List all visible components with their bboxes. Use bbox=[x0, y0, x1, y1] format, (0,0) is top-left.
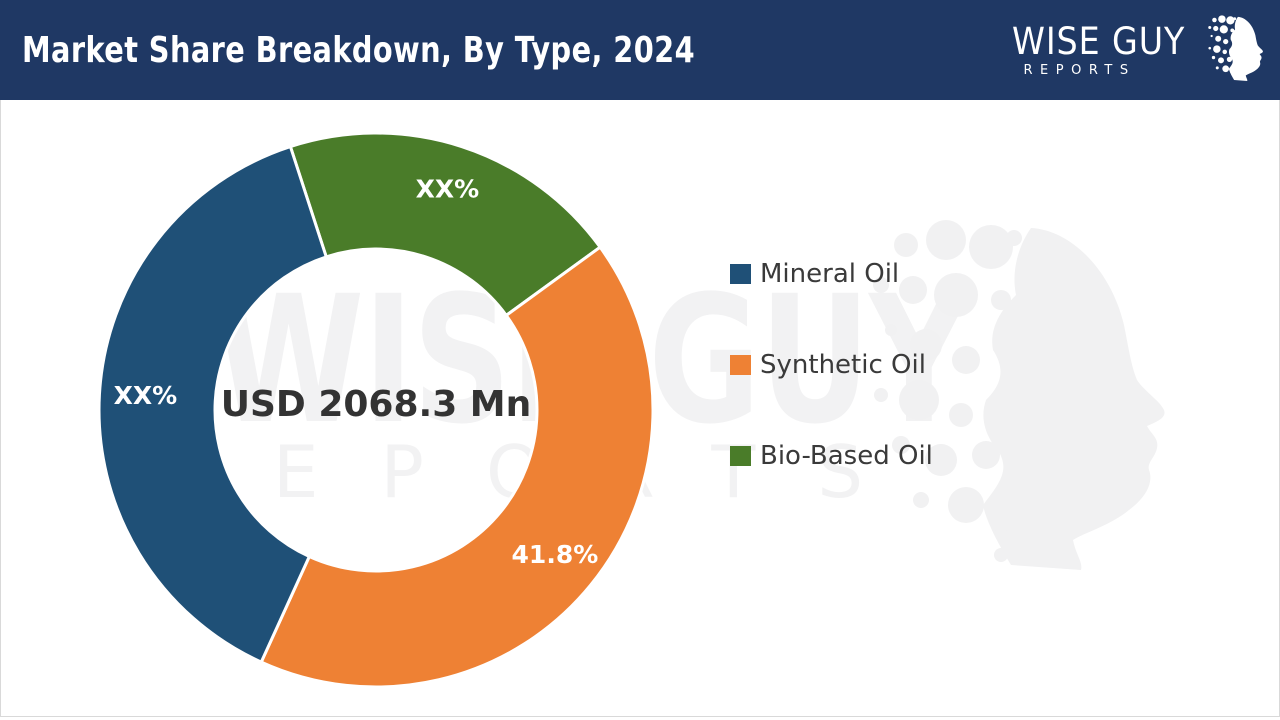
legend-item: Mineral Oil bbox=[730, 259, 933, 289]
logo-text: WISE GUY REPORTS bbox=[1011, 20, 1204, 79]
legend-label: Bio-Based Oil bbox=[760, 441, 933, 471]
chart-center-total: USD 2068.3 Mn bbox=[220, 384, 532, 425]
slice-synthetic-oil bbox=[259, 245, 655, 689]
slice-label: 41.8% bbox=[512, 540, 599, 569]
header-bar: Market Share Breakdown, By Type, 2024 WI… bbox=[0, 0, 1280, 100]
logo-subtitle: REPORTS bbox=[1023, 63, 1136, 78]
legend-swatch bbox=[730, 264, 751, 284]
slice-mineral-oil bbox=[97, 145, 328, 664]
donut-chart: XX% 41.8% XX% bbox=[97, 131, 655, 689]
legend-swatch bbox=[730, 355, 751, 375]
watermark-head-icon bbox=[873, 220, 1165, 570]
legend-label: Mineral Oil bbox=[760, 259, 900, 289]
wise-guy-logo: WISE GUY REPORTS bbox=[1012, 6, 1266, 94]
legend-label: Synthetic Oil bbox=[760, 350, 926, 380]
legend-item: Synthetic Oil bbox=[730, 350, 933, 380]
page-title: Market Share Breakdown, By Type, 2024 bbox=[22, 29, 696, 71]
slice-label: XX% bbox=[114, 381, 178, 410]
chart-legend: Mineral Oil Synthetic Oil Bio-Based Oil bbox=[730, 259, 933, 532]
legend-swatch bbox=[730, 446, 751, 466]
chart-area: WISE GUY REPORTS XX%41.8%XX% USD 2068.3 … bbox=[0, 100, 1280, 717]
legend-item: Bio-Based Oil bbox=[730, 441, 933, 471]
logo-head-icon bbox=[1208, 15, 1263, 81]
logo-wordmark: WISE GUY bbox=[1011, 20, 1185, 63]
slice-label: XX% bbox=[416, 174, 480, 203]
slice-bio-based-oil bbox=[288, 131, 602, 317]
